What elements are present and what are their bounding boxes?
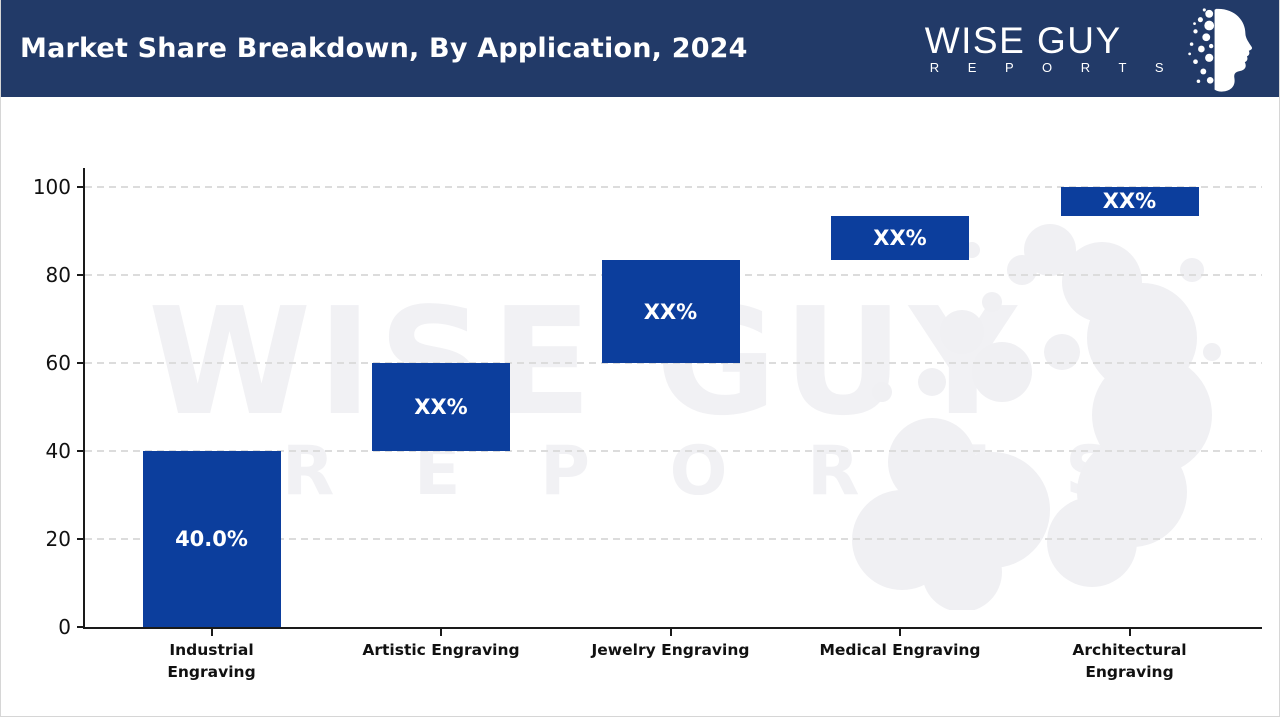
y-tick-label: 100 [32,175,71,199]
wise-guy-logo: WISE GUY R E P O R T S [925,5,1254,93]
logo-wordmark: WISE GUY [924,19,1122,61]
bar-3: XX% [601,260,740,363]
x-tick [669,629,672,636]
bar-value-label: 40.0% [175,527,248,551]
gridline-40 [85,450,1262,452]
logo-text: WISE GUY R E P O R T S [924,19,1176,76]
logo-face-icon [1188,7,1253,92]
x-category-label: Medical Engraving [819,641,981,659]
bar-4: XX% [831,215,969,261]
x-axis [83,627,1262,629]
y-tick-label: 60 [45,351,71,375]
x-tick [1128,629,1131,636]
y-tick-label: 40 [45,439,71,463]
x-category-label: Architectural Engraving [1072,641,1187,681]
bar-value-label: XX% [873,226,927,251]
y-tick-label: 0 [58,615,71,639]
y-tick [77,538,84,540]
y-tick [77,626,84,628]
x-tick [440,629,442,636]
x-category-label: Artistic Engraving [362,641,520,659]
gridline-60 [85,362,1262,364]
header-bar: Market Share Breakdown, By Application, … [0,0,1280,97]
y-tick-label: 80 [45,263,71,287]
y-tick [77,450,84,452]
bar-2: XX% [372,363,510,451]
logo-subtitle: R E P O R T S [929,60,1176,76]
y-tick [77,274,84,276]
x-category-label: Industrial Engraving [167,641,256,681]
x-tick [210,629,213,636]
x-category-label: Jewelry Engraving [591,641,750,659]
gridline-20 [85,538,1262,540]
gridline-100 [85,186,1262,188]
bar-value-label: XX% [1102,189,1157,214]
y-tick [77,362,84,364]
y-tick [77,186,84,188]
bar-value-label: XX% [643,299,698,324]
page-title: Market Share Breakdown, By Application, … [20,33,748,64]
bar-1: 40.0% [142,451,281,627]
y-axis [83,168,85,629]
y-tick-label: 20 [45,527,71,551]
x-tick [899,629,901,636]
bar-5: XX% [1060,187,1199,216]
bar-value-label: XX% [414,395,468,419]
